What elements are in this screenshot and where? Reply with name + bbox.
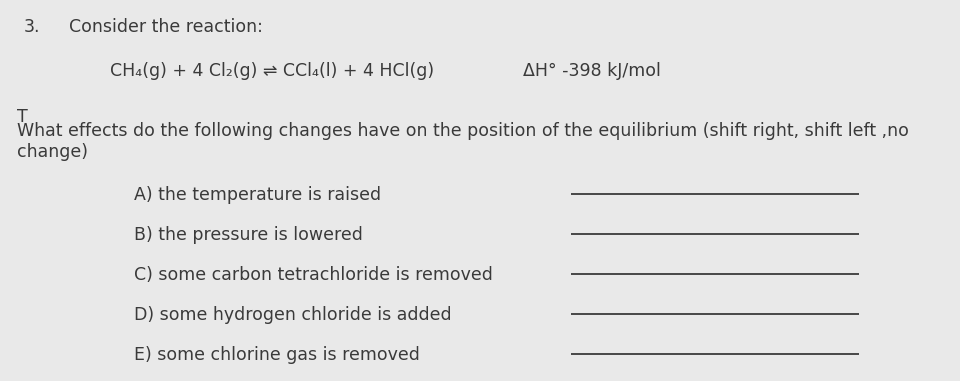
Text: change): change) xyxy=(17,143,88,161)
Text: 3.: 3. xyxy=(24,18,40,36)
Text: CH₄(g) + 4 Cl₂(g) ⇌ CCl₄(l) + 4 HCl(g): CH₄(g) + 4 Cl₂(g) ⇌ CCl₄(l) + 4 HCl(g) xyxy=(110,62,435,80)
Text: B) the pressure is lowered: B) the pressure is lowered xyxy=(134,226,363,244)
Text: D) some hydrogen chloride is added: D) some hydrogen chloride is added xyxy=(134,306,452,324)
Text: What effects do the following changes have on the position of the equilibrium (s: What effects do the following changes ha… xyxy=(17,122,909,140)
Text: ΔH° -398 kJ/mol: ΔH° -398 kJ/mol xyxy=(523,62,661,80)
Text: E) some chlorine gas is removed: E) some chlorine gas is removed xyxy=(134,346,420,364)
Text: T: T xyxy=(17,108,28,126)
Text: C) some carbon tetrachloride is removed: C) some carbon tetrachloride is removed xyxy=(134,266,493,284)
Text: A) the temperature is raised: A) the temperature is raised xyxy=(134,186,381,204)
Text: Consider the reaction:: Consider the reaction: xyxy=(69,18,263,36)
